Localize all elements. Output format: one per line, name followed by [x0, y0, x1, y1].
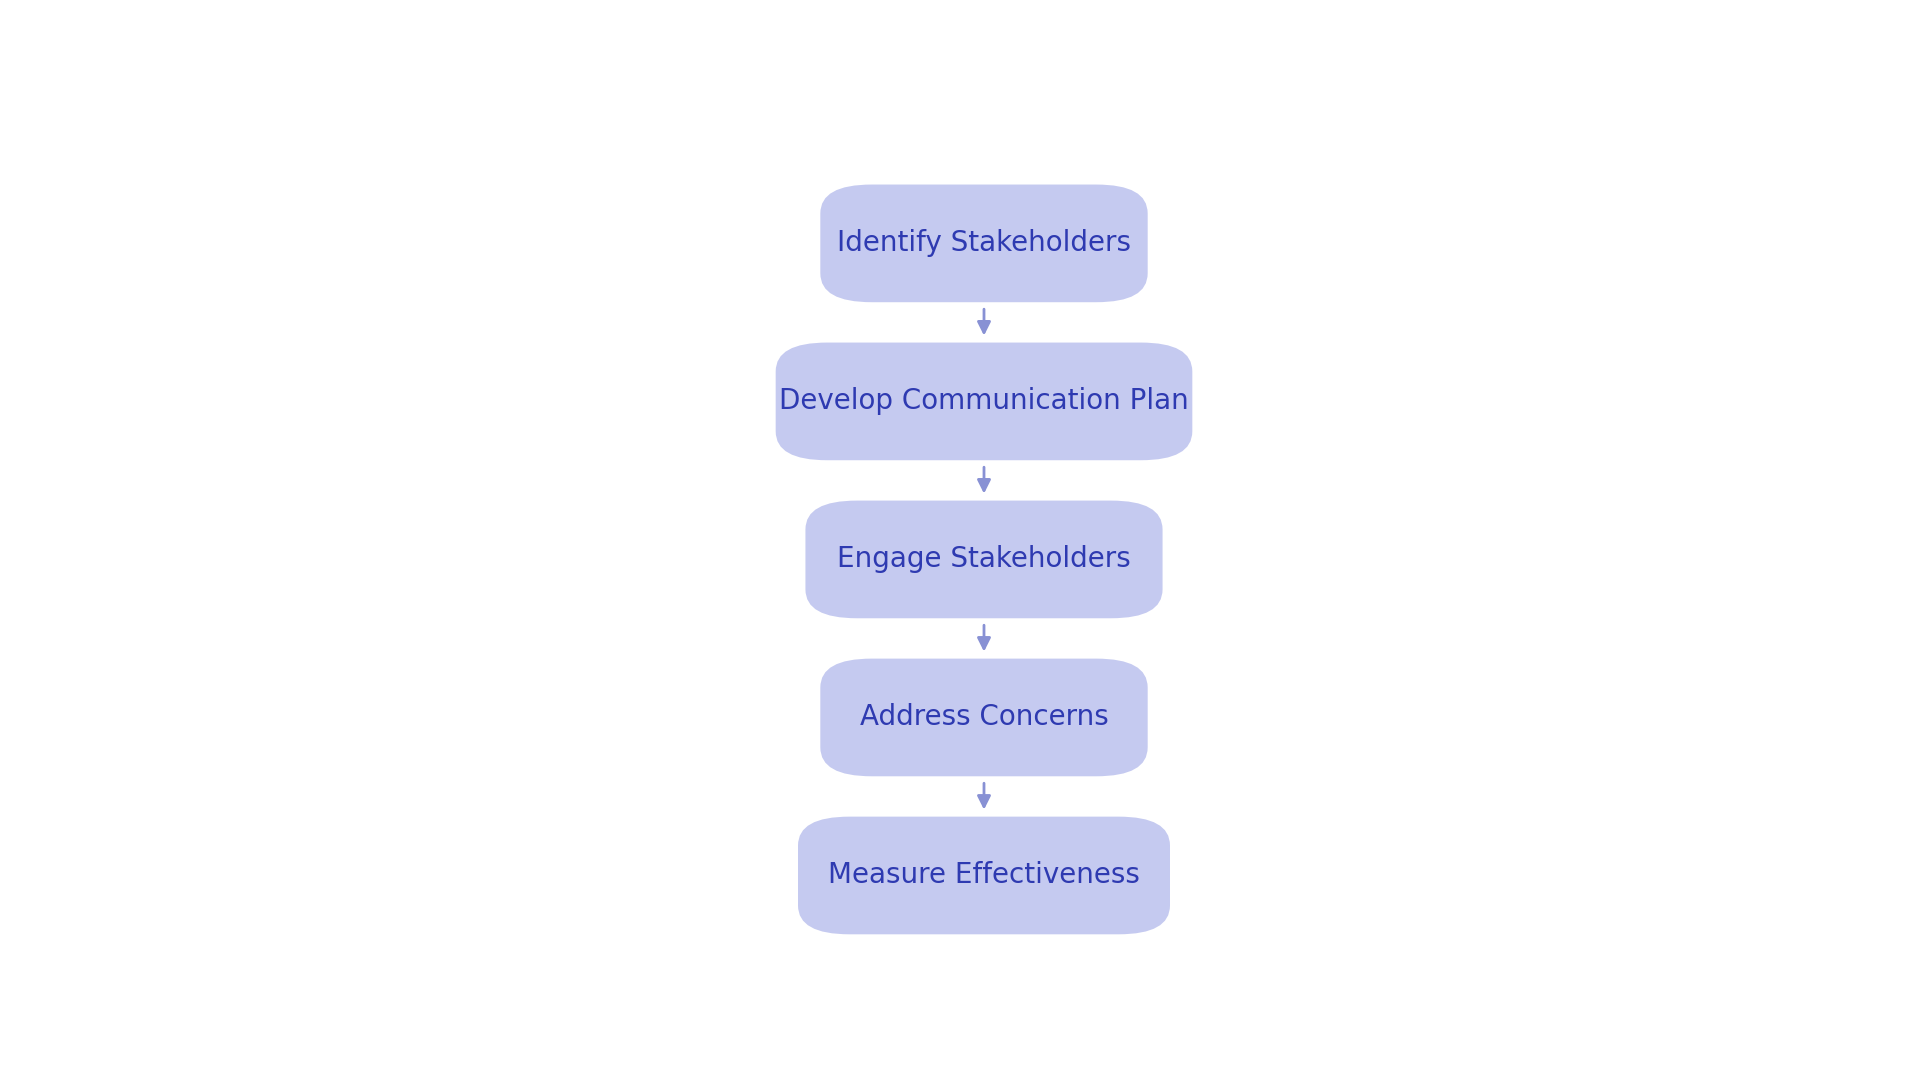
Text: Develop Communication Plan: Develop Communication Plan — [780, 388, 1188, 416]
FancyBboxPatch shape — [820, 184, 1148, 302]
FancyBboxPatch shape — [820, 658, 1148, 777]
Text: Identify Stakeholders: Identify Stakeholders — [837, 230, 1131, 258]
Text: Measure Effectiveness: Measure Effectiveness — [828, 861, 1140, 889]
Text: Address Concerns: Address Concerns — [860, 704, 1108, 731]
FancyBboxPatch shape — [799, 817, 1169, 935]
Text: Engage Stakeholders: Engage Stakeholders — [837, 546, 1131, 573]
FancyBboxPatch shape — [776, 342, 1192, 460]
FancyBboxPatch shape — [806, 500, 1162, 618]
